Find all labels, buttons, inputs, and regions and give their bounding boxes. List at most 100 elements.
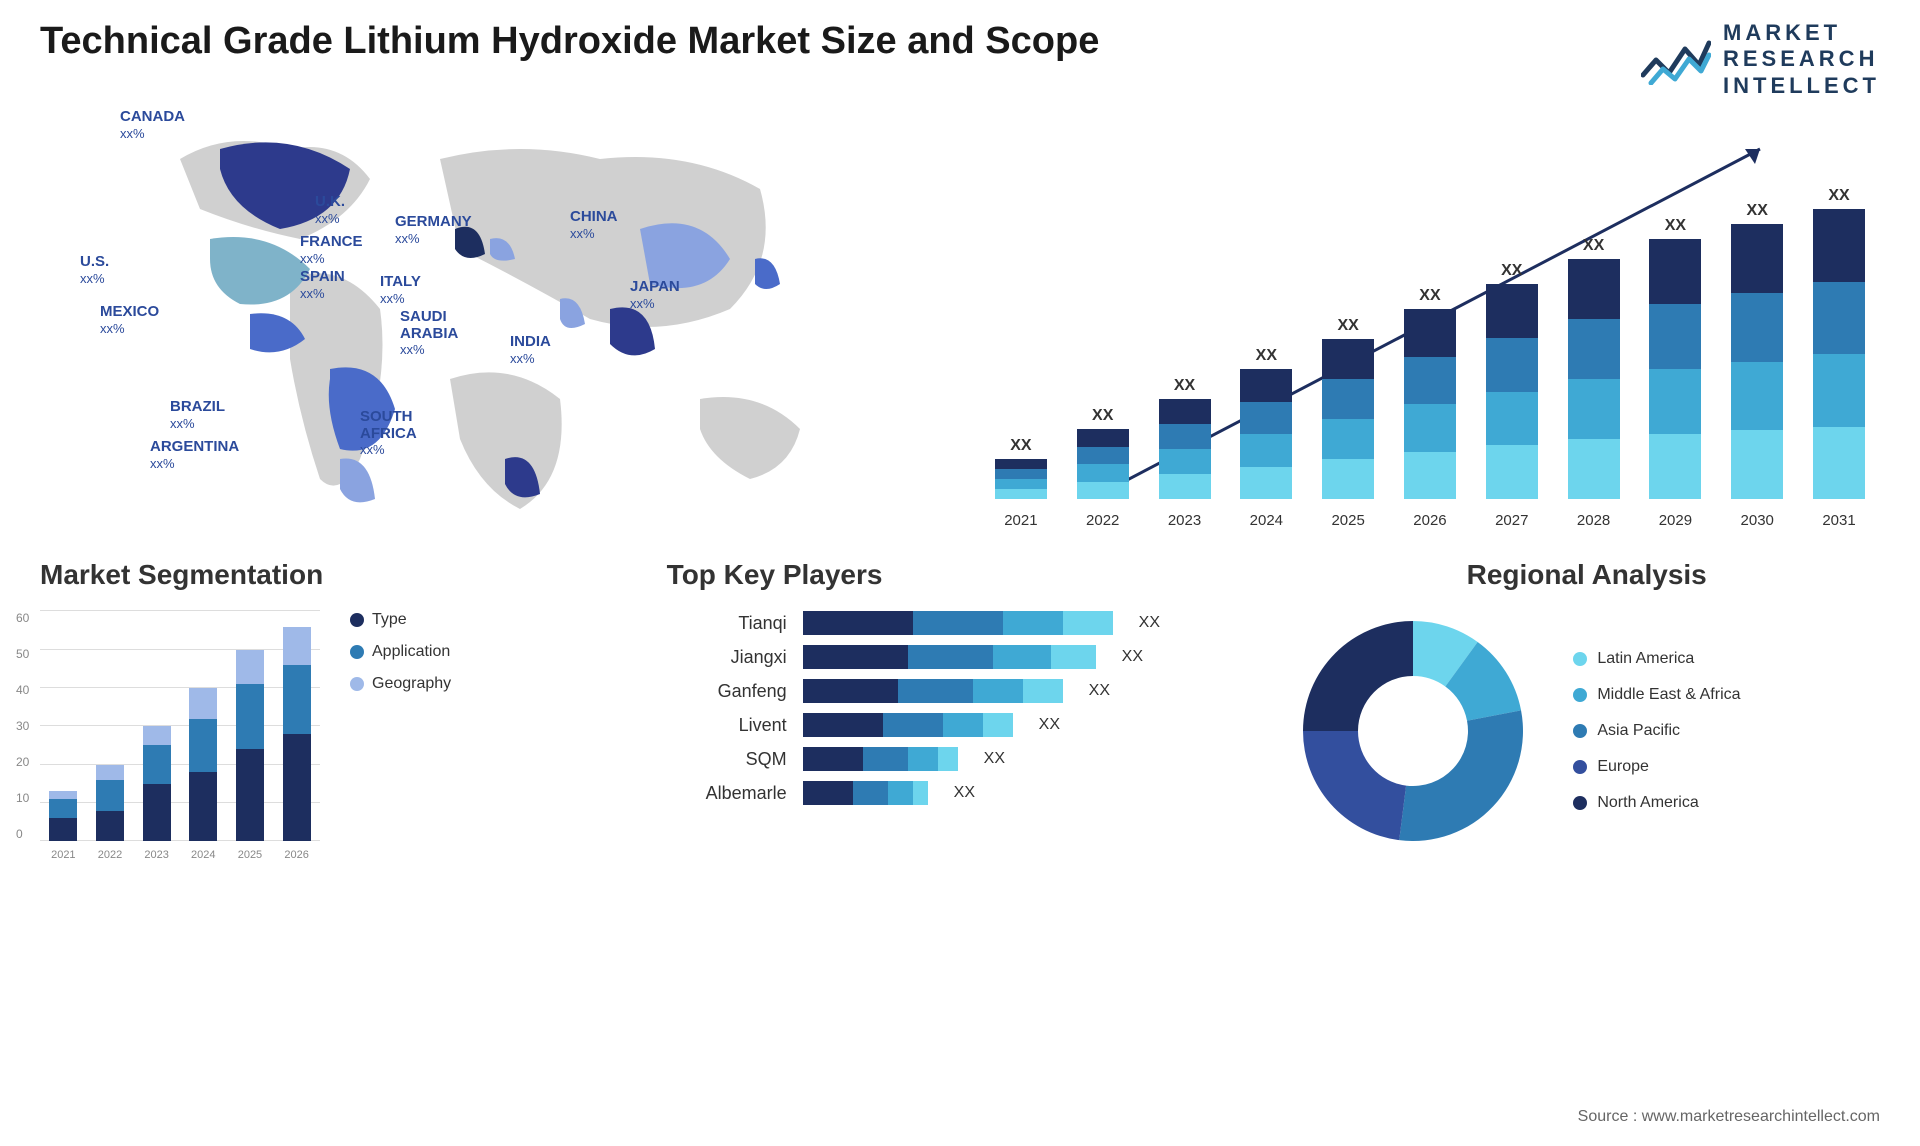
- growth-years: 2021 2022 2023 2024 2025 2026 2027 2028 2029 2030…: [980, 512, 1880, 529]
- map-label: JAPANxx%: [630, 279, 680, 312]
- players-panel: Top Key Players TianqiXXJiangxiXXGanfeng…: [667, 559, 1254, 861]
- growth-year: 2022: [1077, 512, 1129, 529]
- seg-year: 2021: [49, 849, 77, 861]
- seg-legend-item: Type: [350, 611, 451, 629]
- seg-bar: [143, 726, 171, 841]
- source-text: Source : www.marketresearchintellect.com: [1578, 1108, 1880, 1126]
- segmentation-panel: Market Segmentation 6050403020100 202120…: [40, 559, 627, 861]
- growth-bar-label: XX: [1665, 217, 1686, 235]
- header: Technical Grade Lithium Hydroxide Market…: [40, 20, 1880, 99]
- logo-icon: [1641, 35, 1711, 85]
- growth-bar-label: XX: [1501, 262, 1522, 280]
- donut-legend-item: North America: [1573, 794, 1740, 812]
- regional-panel: Regional Analysis Latin AmericaMiddle Ea…: [1293, 559, 1880, 861]
- player-bar: [803, 645, 1096, 669]
- growth-bar-label: XX: [1092, 407, 1113, 425]
- player-row: SQM XX: [667, 747, 1254, 771]
- map-label: ITALYxx%: [380, 274, 421, 307]
- player-row: LiventXX: [667, 713, 1254, 737]
- seg-bar: [189, 688, 217, 841]
- growth-bar: XX: [1649, 217, 1701, 499]
- growth-year: 2025: [1322, 512, 1374, 529]
- player-bar: [803, 781, 928, 805]
- map-label: U.S.xx%: [80, 254, 109, 287]
- seg-years: 202120222023202420252026: [40, 849, 320, 861]
- map-label: FRANCExx%: [300, 234, 363, 267]
- logo-line1: MARKET: [1723, 20, 1880, 46]
- logo-line2: RESEARCH: [1723, 46, 1880, 72]
- growth-year: 2021: [995, 512, 1047, 529]
- page-title: Technical Grade Lithium Hydroxide Market…: [40, 20, 1099, 63]
- growth-bar: XX: [1813, 187, 1865, 499]
- player-value: XX: [984, 750, 1005, 768]
- seg-ytick: 40: [16, 683, 29, 697]
- donut-legend-item: Europe: [1573, 758, 1740, 776]
- growth-bar-label: XX: [1583, 237, 1604, 255]
- growth-bar: XX: [1568, 237, 1620, 499]
- player-row: GanfengXX: [667, 679, 1254, 703]
- player-bar: [803, 747, 958, 771]
- seg-ytick: 10: [16, 791, 29, 805]
- growth-bar-label: XX: [1419, 287, 1440, 305]
- donut-slice: [1303, 621, 1413, 731]
- player-label: Albemarle: [667, 783, 787, 804]
- growth-bar: XX: [1077, 407, 1129, 499]
- map-label: MEXICOxx%: [100, 304, 159, 337]
- growth-year: 2023: [1159, 512, 1211, 529]
- player-label: Ganfeng: [667, 681, 787, 702]
- map-label: SPAINxx%: [300, 269, 345, 302]
- growth-year: 2030: [1731, 512, 1783, 529]
- top-row: CANADAxx%U.S.xx%MEXICOxx%BRAZILxx%ARGENT…: [40, 109, 1880, 529]
- growth-year: 2027: [1486, 512, 1538, 529]
- seg-ytick: 0: [16, 827, 29, 841]
- growth-year: 2026: [1404, 512, 1456, 529]
- growth-bar-label: XX: [1174, 377, 1195, 395]
- growth-year: 2029: [1649, 512, 1701, 529]
- map-label: SOUTHAFRICAxx%: [360, 409, 417, 459]
- seg-bar: [96, 765, 124, 842]
- player-bar: [803, 713, 1013, 737]
- seg-ytick: 60: [16, 611, 29, 625]
- growth-bar-label: XX: [1828, 187, 1849, 205]
- donut-chart: [1293, 611, 1533, 851]
- donut-slice: [1400, 711, 1524, 842]
- seg-bars-area: 6050403020100 202120222023202420252026: [40, 611, 320, 861]
- players-title: Top Key Players: [667, 559, 1254, 591]
- player-label: Jiangxi: [667, 647, 787, 668]
- seg-ytick: 50: [16, 647, 29, 661]
- growth-year: 2024: [1240, 512, 1292, 529]
- seg-legend-item: Application: [350, 643, 451, 661]
- map-label: SAUDIARABIAxx%: [400, 309, 458, 359]
- player-label: SQM: [667, 749, 787, 770]
- player-row: TianqiXX: [667, 611, 1254, 635]
- seg-legend: Type Application Geography: [350, 611, 451, 861]
- seg-year: 2025: [236, 849, 264, 861]
- donut-legend: Latin AmericaMiddle East & AfricaAsia Pa…: [1573, 650, 1740, 812]
- seg-year: 2022: [96, 849, 124, 861]
- growth-bar: XX: [1322, 317, 1374, 499]
- growth-bar-label: XX: [1337, 317, 1358, 335]
- map-label: CHINAxx%: [570, 209, 618, 242]
- players-rows: TianqiXXJiangxiXXGanfengXXLiventXXSQMXXA…: [667, 611, 1254, 805]
- growth-bar: XX: [1731, 202, 1783, 499]
- segmentation-title: Market Segmentation: [40, 559, 627, 591]
- player-bar: [803, 679, 1063, 703]
- growth-bar-label: XX: [1256, 347, 1277, 365]
- donut-legend-item: Latin America: [1573, 650, 1740, 668]
- map-label: ARGENTINAxx%: [150, 439, 239, 472]
- seg-bars: [40, 611, 320, 841]
- regional-title: Regional Analysis: [1293, 559, 1880, 591]
- brand-logo: MARKET RESEARCH INTELLECT: [1641, 20, 1880, 99]
- seg-ytick: 30: [16, 719, 29, 733]
- segmentation-chart: 6050403020100 202120222023202420252026 T…: [40, 611, 627, 861]
- map-label: BRAZILxx%: [170, 399, 225, 432]
- seg-legend-item: Geography: [350, 675, 451, 693]
- bottom-row: Market Segmentation 6050403020100 202120…: [40, 559, 1880, 861]
- map-label: U.K.xx%: [315, 194, 345, 227]
- donut-area: Latin AmericaMiddle East & AfricaAsia Pa…: [1293, 611, 1880, 851]
- growth-bar-label: XX: [1747, 202, 1768, 220]
- player-value: XX: [1139, 614, 1160, 632]
- growth-year: 2028: [1568, 512, 1620, 529]
- player-row: JiangxiXX: [667, 645, 1254, 669]
- player-label: Livent: [667, 715, 787, 736]
